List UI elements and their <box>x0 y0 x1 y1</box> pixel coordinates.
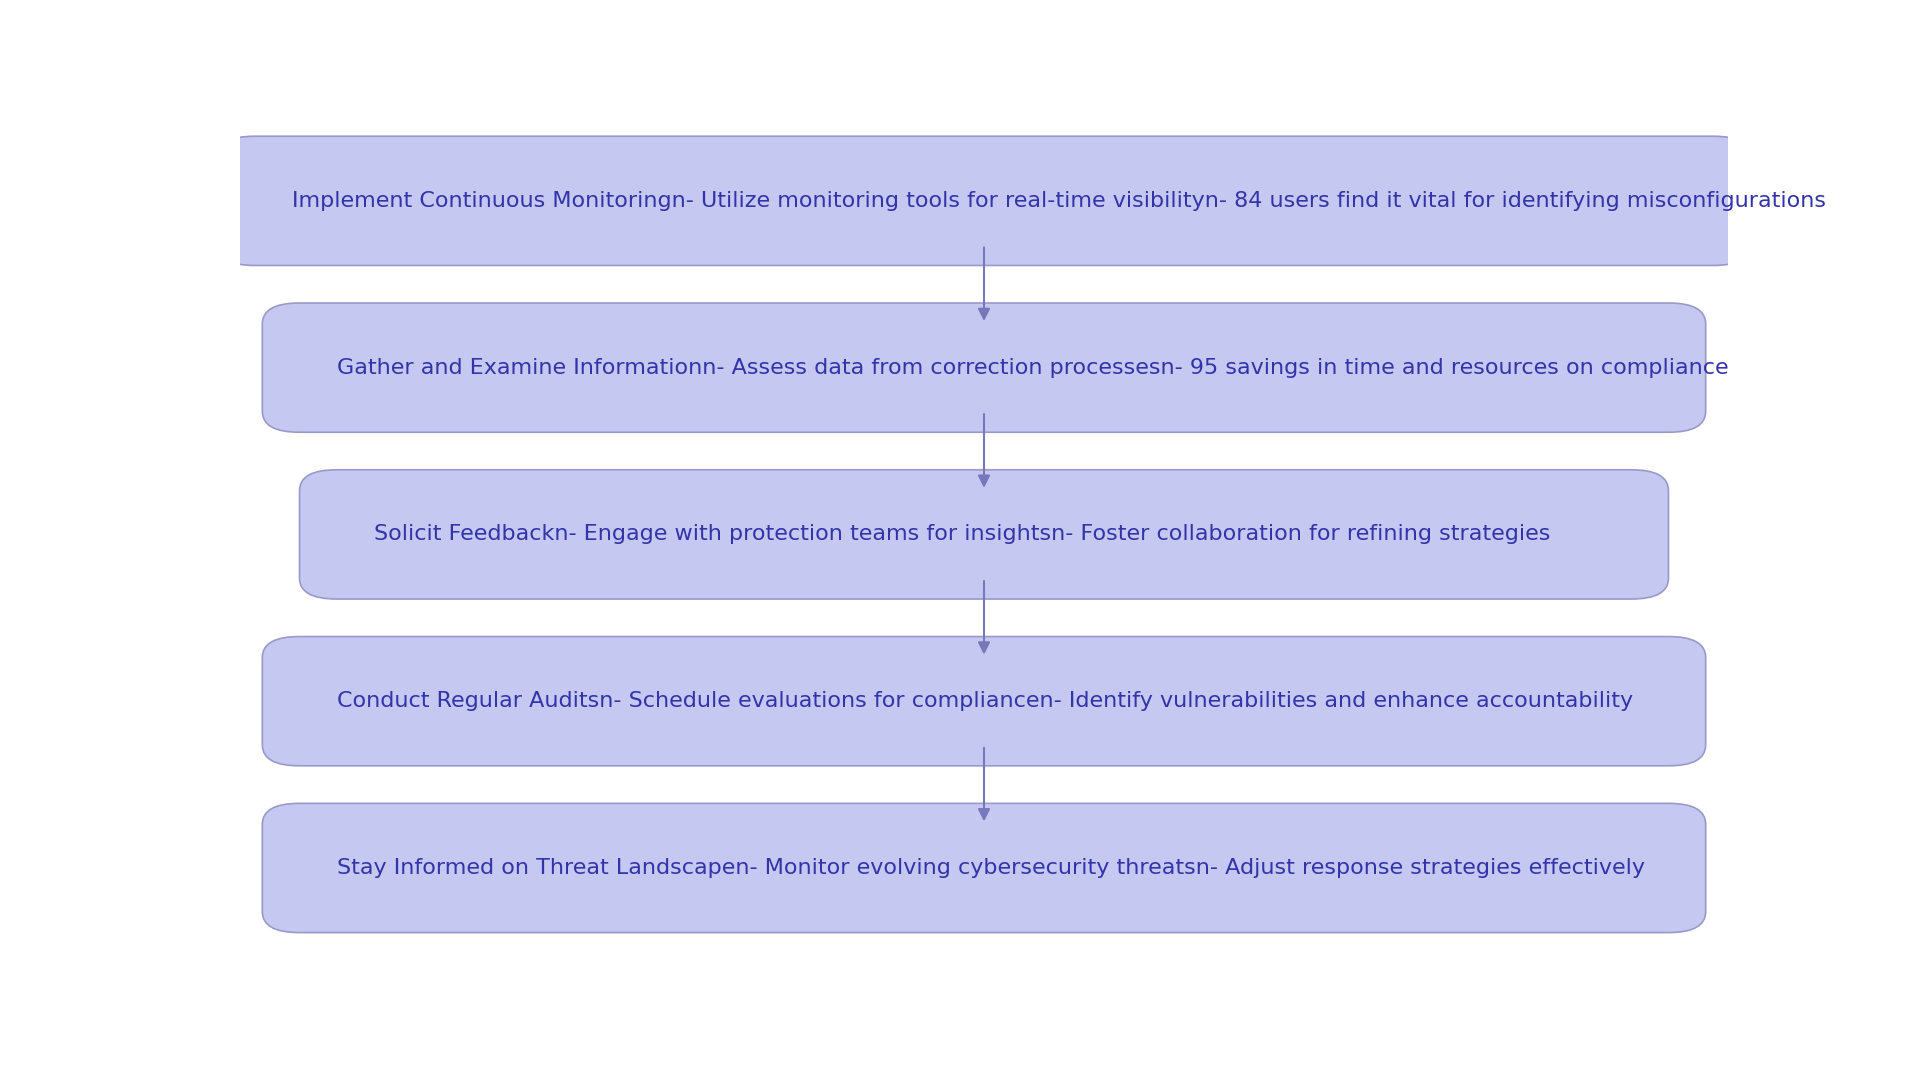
FancyBboxPatch shape <box>217 136 1751 265</box>
Text: Conduct Regular Auditsn- Schedule evaluations for compliancen- Identify vulnerab: Conduct Regular Auditsn- Schedule evalua… <box>336 691 1632 712</box>
FancyBboxPatch shape <box>263 804 1705 932</box>
Text: Solicit Feedbackn- Engage with protection teams for insightsn- Foster collaborat: Solicit Feedbackn- Engage with protectio… <box>374 524 1549 545</box>
Text: Gather and Examine Informationn- Assess data from correction processesn- 95 savi: Gather and Examine Informationn- Assess … <box>336 357 1728 378</box>
FancyBboxPatch shape <box>263 303 1705 432</box>
Text: Implement Continuous Monitoringn- Utilize monitoring tools for real-time visibil: Implement Continuous Monitoringn- Utiliz… <box>292 191 1826 211</box>
FancyBboxPatch shape <box>300 470 1668 599</box>
Text: Stay Informed on Threat Landscapen- Monitor evolving cybersecurity threatsn- Adj: Stay Informed on Threat Landscapen- Moni… <box>336 858 1645 878</box>
FancyBboxPatch shape <box>263 637 1705 766</box>
